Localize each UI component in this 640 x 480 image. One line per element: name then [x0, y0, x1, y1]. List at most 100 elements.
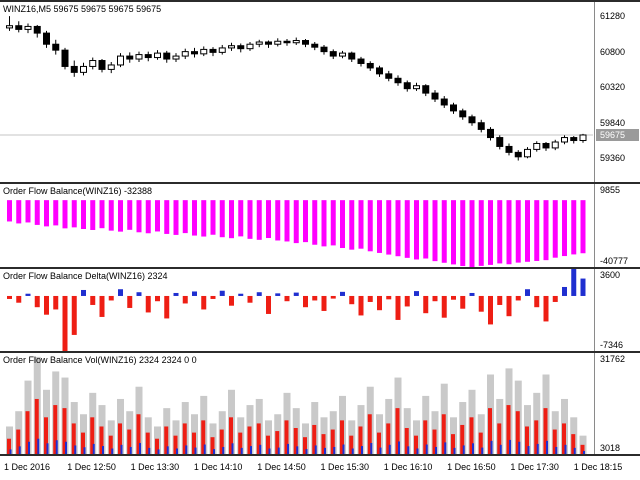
orderflow-vol-axis[interactable]: 31762 3018: [594, 353, 640, 454]
volume-buy-bar: [231, 443, 234, 454]
volume-buy-bar: [139, 442, 141, 454]
candle-body: [579, 134, 587, 142]
histogram-bar: [303, 295, 308, 308]
orderflow-vol-label: Order Flow Balance Vol(WINZ16) 2324 2324…: [3, 355, 197, 365]
volume-buy-bar: [564, 444, 567, 454]
volume-sell-bar: [238, 432, 243, 454]
orderflow-delta-histogram[interactable]: [0, 269, 593, 351]
volume-sell-bar: [127, 429, 132, 454]
histogram-bar: [414, 200, 419, 260]
candle-body: [265, 41, 272, 45]
volume-buy-bar: [55, 440, 58, 454]
orderflow-balance-panel[interactable]: Order Flow Balance(WINZ16) -32388 9855 -…: [0, 184, 640, 269]
volume-buy-bar: [277, 447, 280, 454]
price-axis[interactable]: 59675 61280 60800 60320 59840 59360: [594, 2, 640, 182]
volume-sell-bar: [414, 435, 418, 454]
volume-buy-bar: [305, 449, 308, 454]
volume-buy-bar: [111, 448, 114, 454]
volume-sell-bar: [219, 429, 224, 454]
volume-buy-bar: [444, 442, 447, 454]
candle-body: [209, 48, 217, 53]
delta-max-label: 3600: [600, 270, 621, 280]
histogram-bar: [155, 200, 160, 232]
histogram-bar: [229, 200, 234, 239]
candle-body: [487, 128, 494, 139]
histogram-bar: [25, 293, 31, 296]
price-tick-label: 59840: [600, 117, 626, 128]
price-tick-label: 59360: [600, 153, 626, 164]
orderflow-delta-axis[interactable]: 3600 -7346: [594, 269, 640, 351]
candle-body: [89, 60, 97, 67]
time-axis[interactable]: 1 Dec 2016 1 Dec 12:50 1 Dec 13:30 1 Dec 14…: [0, 456, 640, 480]
volume-buy-bar: [407, 446, 410, 454]
histogram-bar: [145, 200, 151, 234]
volume-sell-bar: [293, 428, 298, 454]
volume-sell-bar: [349, 435, 354, 454]
histogram-bar: [321, 200, 327, 247]
volume-buy-bar: [573, 447, 576, 454]
volume-buy-bar: [176, 448, 178, 454]
volume-sell-bar: [256, 423, 261, 454]
candle-body: [329, 51, 337, 57]
histogram-bar: [201, 200, 207, 237]
histogram-bar: [192, 200, 197, 236]
candle-body: [172, 55, 180, 60]
candle-body: [320, 46, 328, 53]
histogram-bar: [340, 200, 345, 249]
histogram-bar: [275, 200, 281, 241]
candlestick-chart[interactable]: [0, 2, 593, 182]
orderflow-vol-histogram[interactable]: [0, 353, 593, 454]
volume-sell-bar: [303, 437, 307, 454]
histogram-bar: [488, 295, 493, 325]
histogram-bar: [71, 200, 77, 228]
volume-sell-bar: [580, 444, 585, 454]
volume-buy-bar: [120, 444, 123, 454]
histogram-bar: [7, 295, 12, 299]
volume-buy-bar: [46, 443, 49, 454]
histogram-bar: [525, 289, 530, 296]
volume-buy-bar: [314, 445, 317, 454]
histogram-bar: [358, 295, 364, 316]
orderflow-delta-panel[interactable]: Order Flow Balance Delta(WINZ16) 2324 36…: [0, 269, 640, 353]
histogram-bar: [293, 200, 299, 244]
histogram-bar: [552, 200, 558, 258]
orderflow-balance-axis[interactable]: 9855 -40777: [594, 184, 640, 267]
histogram-bar: [488, 200, 493, 265]
volume-sell-bar: [515, 411, 520, 454]
histogram-bar: [460, 295, 466, 309]
candle-body: [191, 51, 198, 55]
candle-body: [61, 49, 69, 67]
candle-body: [33, 25, 41, 34]
orderflow-vol-panel[interactable]: Order Flow Balance Vol(WINZ16) 2324 2324…: [0, 353, 640, 456]
volume-sell-bar: [478, 432, 483, 454]
volume-sell-bar: [460, 424, 465, 454]
histogram-bar: [377, 200, 382, 253]
histogram-bar: [367, 200, 373, 252]
candle-body: [385, 73, 393, 79]
histogram-bar: [71, 295, 77, 335]
volume-buy-bar: [342, 444, 345, 454]
candle-body: [126, 55, 134, 60]
orderflow-balance-histogram[interactable]: [0, 184, 593, 267]
histogram-bar: [478, 200, 484, 266]
volume-buy-bar: [194, 447, 197, 454]
volume-buy-bar: [157, 449, 160, 454]
histogram-bar: [321, 295, 327, 311]
volume-buy-bar: [555, 446, 558, 454]
orderflow-delta-label: Order Flow Balance Delta(WINZ16) 2324: [3, 271, 168, 281]
histogram-bar: [266, 200, 271, 239]
candle-body: [348, 52, 356, 60]
histogram-bar: [497, 295, 503, 305]
candle-body: [357, 58, 365, 64]
histogram-bar: [99, 295, 105, 317]
histogram-bar: [284, 200, 290, 242]
ofb-max-label: 9855: [600, 185, 621, 195]
histogram-bar: [404, 295, 410, 307]
histogram-bar: [136, 200, 142, 233]
candle-body: [468, 116, 476, 124]
histogram-bar: [506, 295, 512, 317]
price-panel[interactable]: WINZ16,M5 59675 59675 59675 59675 59675 …: [0, 2, 640, 184]
candle-body: [496, 137, 504, 147]
histogram-bar: [62, 200, 68, 229]
candle-body: [43, 32, 50, 45]
